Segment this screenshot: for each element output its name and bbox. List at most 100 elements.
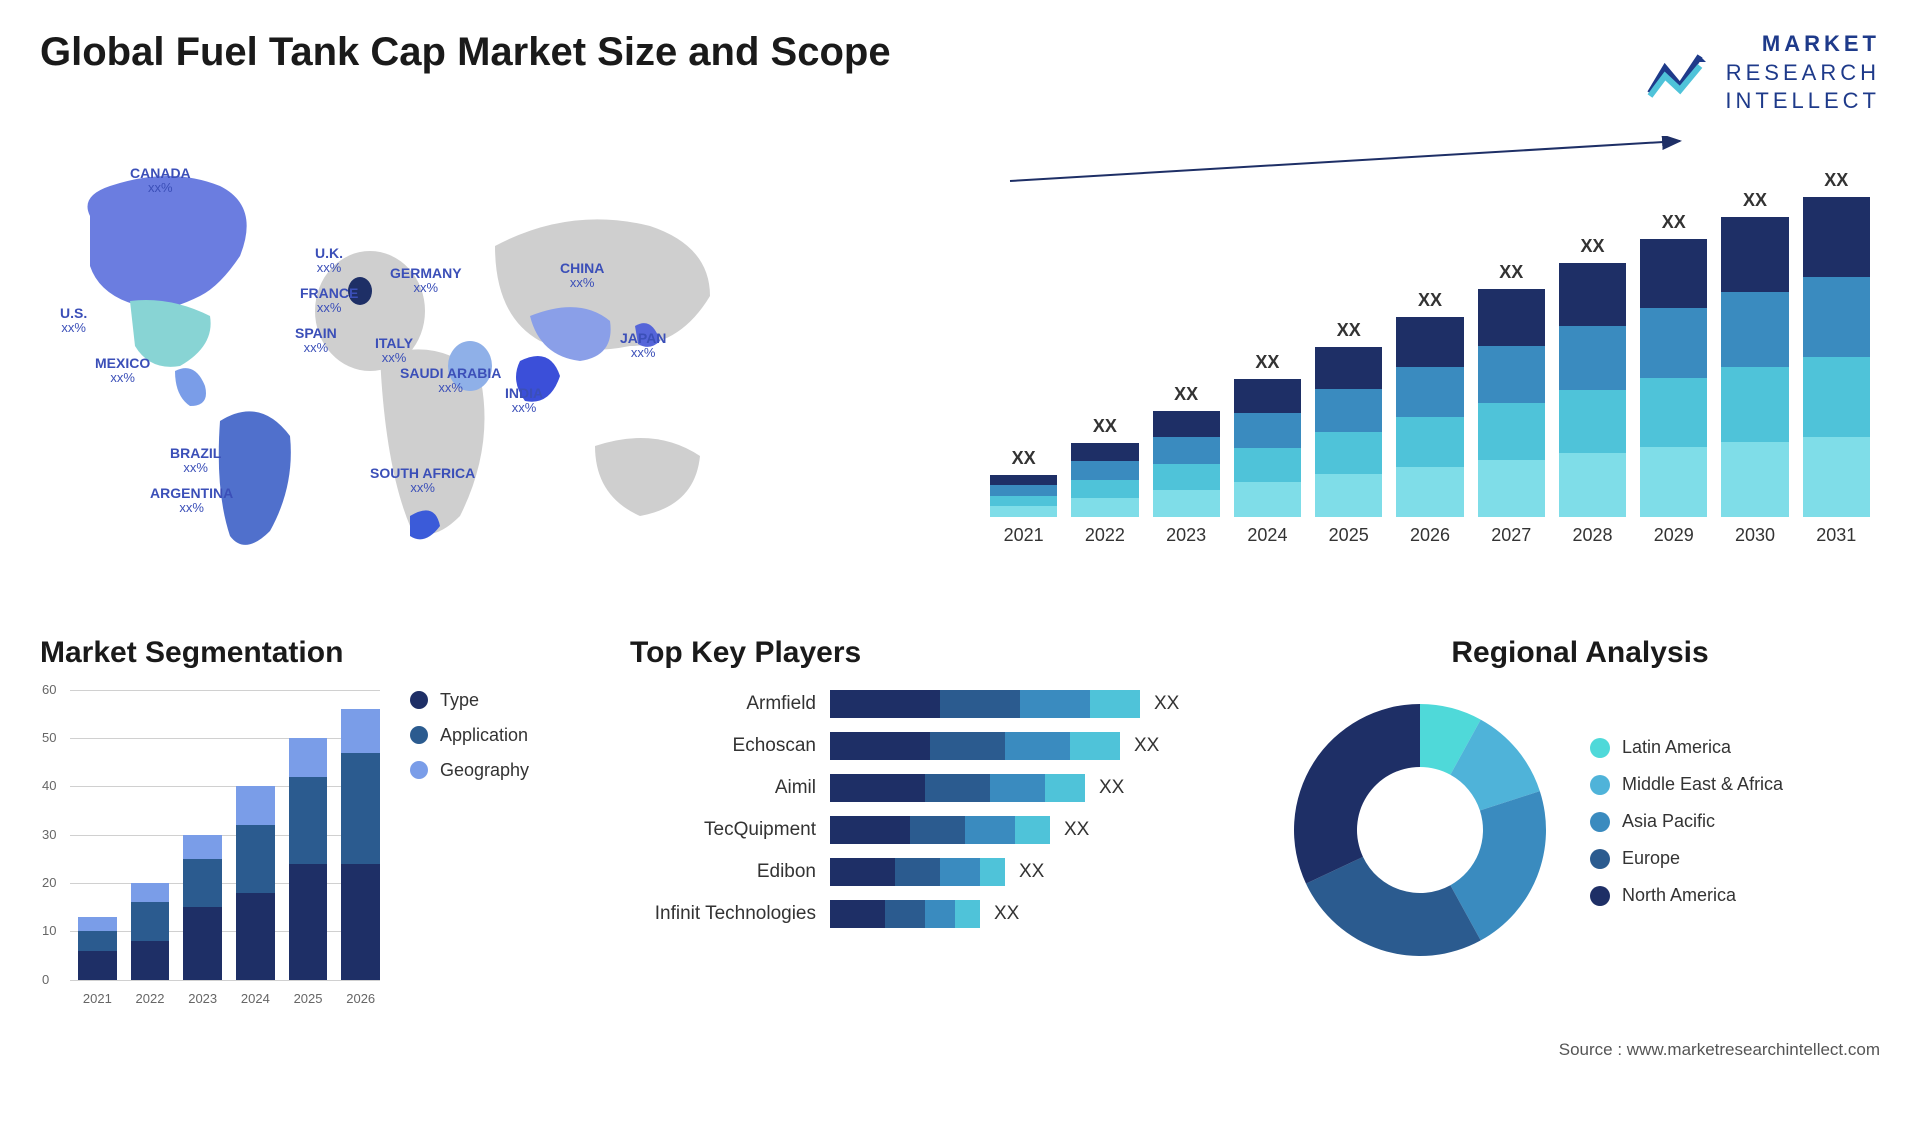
growth-value-label: XX [1012, 448, 1036, 469]
growth-bar-col: XX 2022 [1071, 416, 1138, 546]
regional-legend-item: North America [1590, 885, 1783, 906]
donut-slice [1294, 704, 1420, 884]
growth-bar-col: XX 2021 [990, 448, 1057, 546]
growth-year-label: 2026 [1410, 525, 1450, 546]
growth-bar-col: XX 2023 [1153, 384, 1220, 546]
map-label: SPAINxx% [295, 326, 337, 356]
segmentation-panel: Market Segmentation 01020304050602021202… [40, 636, 580, 1010]
map-label: CANADAxx% [130, 166, 191, 196]
map-label: GERMANYxx% [390, 266, 462, 296]
player-row: TecQuipment XX [630, 816, 1230, 844]
growth-bar-col: XX 2024 [1234, 352, 1301, 546]
growth-value-label: XX [1580, 236, 1604, 257]
player-row: Armfield XX [630, 690, 1230, 718]
donut-slice [1306, 857, 1481, 956]
regional-title: Regional Analysis [1280, 636, 1880, 670]
map-label: ARGENTINAxx% [150, 486, 233, 516]
growth-bar-col: XX 2029 [1640, 212, 1707, 546]
segmentation-title: Market Segmentation [40, 636, 580, 670]
player-value: XX [1154, 693, 1179, 715]
growth-year-label: 2023 [1166, 525, 1206, 546]
player-row: Aimil XX [630, 774, 1230, 802]
growth-bar-col: XX 2031 [1803, 170, 1870, 546]
players-chart: Armfield XX Echoscan XX Aimil XX TecQuipment XX… [630, 690, 1230, 928]
map-label: SAUDI ARABIAxx% [400, 366, 501, 396]
logo: MARKET RESEARCH INTELLECT [1645, 30, 1880, 116]
map-label: FRANCExx% [300, 286, 358, 316]
growth-value-label: XX [1824, 170, 1848, 191]
segmentation-legend-item: Geography [410, 760, 529, 781]
growth-value-label: XX [1093, 416, 1117, 437]
player-value: XX [1099, 777, 1124, 799]
growth-bar-col: XX 2027 [1478, 262, 1545, 546]
segmentation-legend-item: Application [410, 725, 529, 746]
map-label: BRAZILxx% [170, 446, 221, 476]
growth-bar-col: XX 2028 [1559, 236, 1626, 546]
player-value: XX [1019, 861, 1044, 883]
player-value: XX [994, 903, 1019, 925]
player-name: Armfield [630, 693, 830, 715]
map-label: JAPANxx% [620, 331, 666, 361]
map-label: SOUTH AFRICAxx% [370, 466, 475, 496]
growth-year-label: 2022 [1085, 525, 1125, 546]
player-name: Infinit Technologies [630, 903, 830, 925]
players-title: Top Key Players [630, 636, 1230, 670]
player-value: XX [1134, 735, 1159, 757]
growth-value-label: XX [1337, 320, 1361, 341]
logo-line3: INTELLECT [1725, 87, 1880, 116]
growth-bar-col: XX 2025 [1315, 320, 1382, 546]
logo-line2: RESEARCH [1725, 59, 1880, 88]
player-row: Infinit Technologies XX [630, 900, 1230, 928]
top-section: CANADAxx% U.S.xx% MEXICOxx% BRAZILxx% ARGENT… [40, 146, 1880, 586]
growth-bar-col: XX 2026 [1396, 290, 1463, 546]
growth-year-label: 2029 [1654, 525, 1694, 546]
growth-year-label: 2030 [1735, 525, 1775, 546]
growth-arrow [980, 136, 1880, 186]
player-name: Echoscan [630, 735, 830, 757]
segmentation-legend: Type Application Geography [410, 690, 529, 1010]
source-text: Source : www.marketresearchintellect.com [40, 1040, 1880, 1060]
logo-icon [1645, 48, 1715, 98]
segmentation-legend-item: Type [410, 690, 529, 711]
growth-value-label: XX [1662, 212, 1686, 233]
segmentation-chart: 0102030405060202120222023202420252026 [40, 690, 380, 1010]
map-label: U.S.xx% [60, 306, 87, 336]
regional-panel: Regional Analysis Latin America Middle Ea… [1280, 636, 1880, 970]
growth-year-label: 2021 [1004, 525, 1044, 546]
header: Global Fuel Tank Cap Market Size and Sco… [40, 30, 1880, 116]
growth-year-label: 2031 [1816, 525, 1856, 546]
growth-value-label: XX [1255, 352, 1279, 373]
regional-legend: Latin America Middle East & Africa Asia Pa… [1590, 737, 1783, 922]
growth-year-label: 2024 [1247, 525, 1287, 546]
growth-value-label: XX [1499, 262, 1523, 283]
growth-bar-col: XX 2030 [1721, 190, 1788, 546]
players-panel: Top Key Players ArmfieldXXEchoscanXXAimi… [630, 636, 1230, 942]
regional-legend-item: Middle East & Africa [1590, 774, 1783, 795]
map-label: U.K.xx% [315, 246, 343, 276]
regional-donut [1280, 690, 1560, 970]
logo-line1: MARKET [1725, 30, 1880, 59]
player-value: XX [1064, 819, 1089, 841]
regional-legend-item: Europe [1590, 848, 1783, 869]
player-row: Edibon XX [630, 858, 1230, 886]
growth-year-label: 2028 [1572, 525, 1612, 546]
map-label: ITALYxx% [375, 336, 413, 366]
map-label: MEXICOxx% [95, 356, 150, 386]
growth-year-label: 2025 [1329, 525, 1369, 546]
player-name: Edibon [630, 861, 830, 883]
player-row: Echoscan XX [630, 732, 1230, 760]
bottom-section: Market Segmentation 01020304050602021202… [40, 636, 1880, 1010]
regional-legend-item: Latin America [1590, 737, 1783, 758]
world-map: CANADAxx% U.S.xx% MEXICOxx% BRAZILxx% ARGENT… [40, 146, 940, 586]
map-label: INDIAxx% [505, 386, 543, 416]
player-name: Aimil [630, 777, 830, 799]
regional-legend-item: Asia Pacific [1590, 811, 1783, 832]
growth-value-label: XX [1174, 384, 1198, 405]
page-title: Global Fuel Tank Cap Market Size and Sco… [40, 30, 891, 75]
growth-value-label: XX [1418, 290, 1442, 311]
growth-year-label: 2027 [1491, 525, 1531, 546]
growth-chart: XX 2021 XX 2022 XX 2023 XX 2024 XX 2025 XX 2026 XX 20… [980, 146, 1880, 586]
player-name: TecQuipment [630, 819, 830, 841]
growth-value-label: XX [1743, 190, 1767, 211]
map-label: CHINAxx% [560, 261, 604, 291]
